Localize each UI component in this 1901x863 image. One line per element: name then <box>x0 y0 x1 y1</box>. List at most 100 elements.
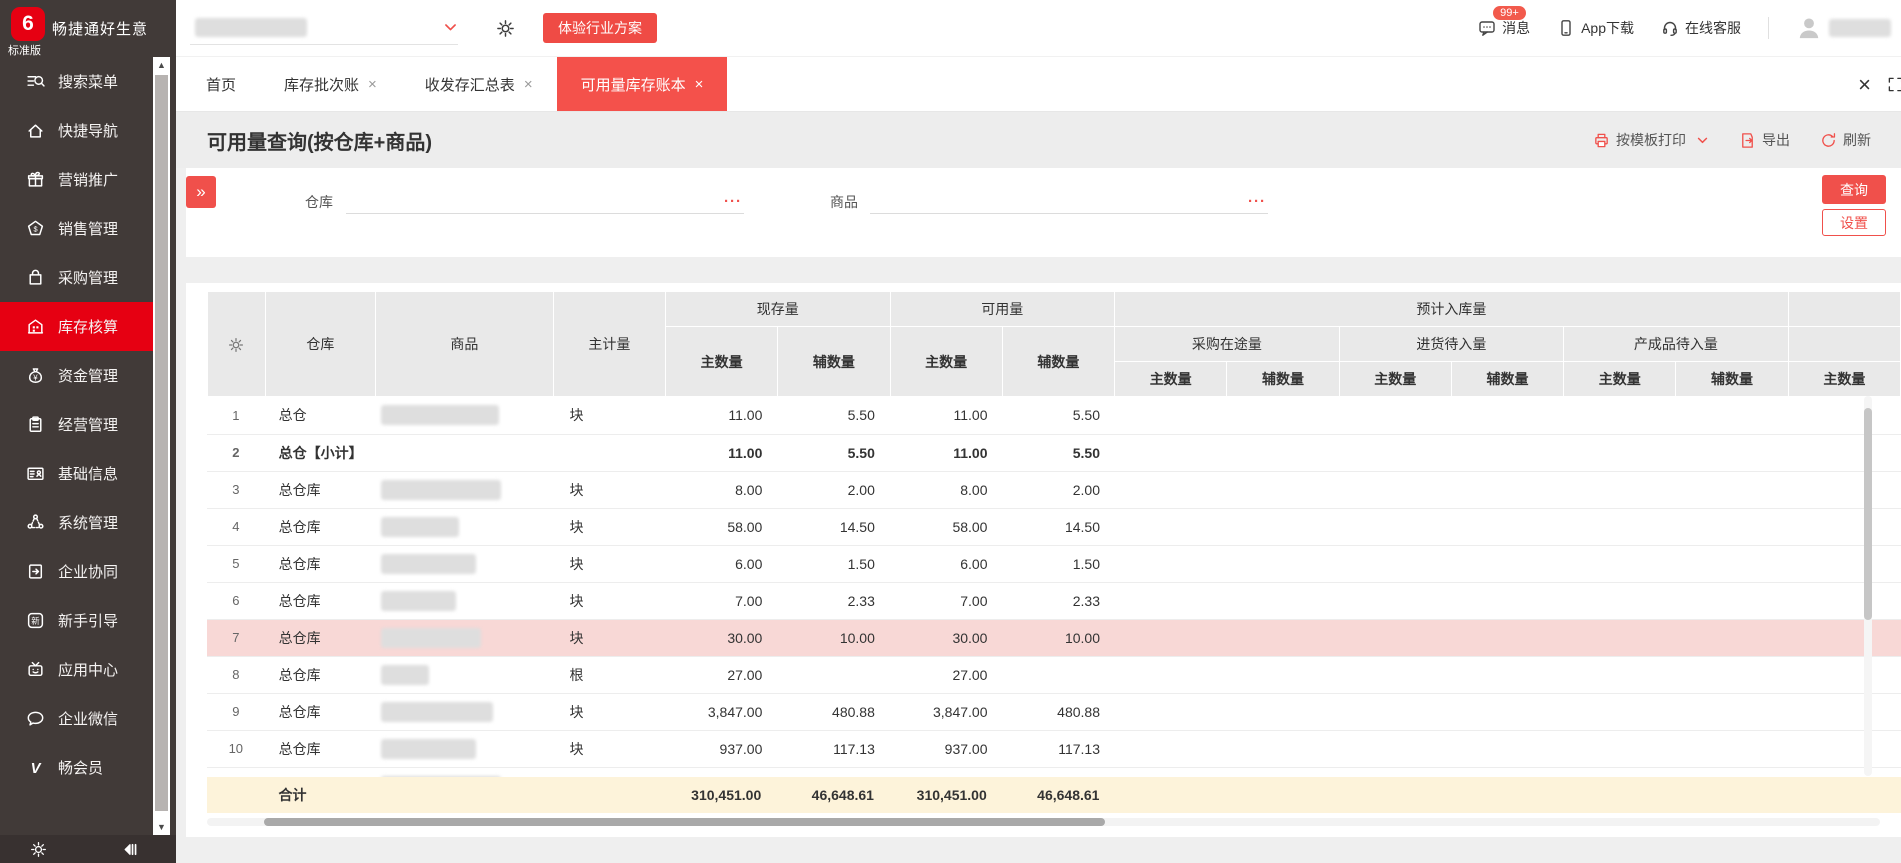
redacted-product-name <box>380 701 493 722</box>
product-cell <box>374 545 554 583</box>
total-quantity-cell <box>1227 777 1340 813</box>
sidebar-item-label: 经营管理 <box>58 417 119 434</box>
tab-0[interactable]: 首页 <box>182 57 260 111</box>
message-bubble-icon <box>1478 19 1496 37</box>
sidebar-item-5[interactable]: 库存核算 <box>0 302 153 351</box>
product-picker-dots-icon[interactable]: ··· <box>1248 193 1266 210</box>
quantity-cell <box>1452 656 1565 694</box>
sidebar-item-10[interactable]: 企业协同 <box>0 547 153 596</box>
sidebar-item-11[interactable]: 新 新手引导 <box>0 596 153 645</box>
collapse-sidebar-icon[interactable] <box>121 841 138 858</box>
redacted-product-name <box>380 590 456 611</box>
trial-industry-plan-button[interactable]: 体验行业方案 <box>543 13 657 43</box>
quantity-cell <box>1788 767 1901 777</box>
column-header: 辅数量 <box>1226 361 1340 397</box>
table-row[interactable]: 5 总仓库块 6.00 1.50 6.00 1.50 <box>207 545 1901 583</box>
quantity-cell <box>1228 656 1341 694</box>
quantity-cell <box>1340 693 1453 731</box>
quantity-cell: 8.00 <box>890 471 1004 509</box>
app-download-label: App下载 <box>1581 20 1634 36</box>
scroll-down-arrow-icon[interactable]: ▼ <box>153 819 170 835</box>
column-settings-gear[interactable] <box>207 291 266 397</box>
tab-1[interactable]: 库存批次账 × <box>260 57 401 111</box>
quantity-cell: 117.13 <box>1003 730 1116 768</box>
user-account[interactable] <box>1796 15 1891 41</box>
sidebar-item-6[interactable]: ¥ 资金管理 <box>0 351 153 400</box>
tab-close-icon[interactable]: × <box>368 75 377 93</box>
toolbar-label: 刷新 <box>1843 132 1871 148</box>
redacted-company-name <box>195 17 307 37</box>
table-row[interactable]: 3 总仓库块 8.00 2.00 8.00 2.00 <box>207 471 1901 509</box>
table-row[interactable]: 9 总仓库块 3,847.00 480.88 3,847.00 480.88 <box>207 693 1901 731</box>
chevron-down-icon[interactable] <box>1696 134 1709 147</box>
product-cell <box>374 767 554 777</box>
warehouse-cell: 总仓库 <box>264 693 375 731</box>
query-button[interactable]: 查询 <box>1822 175 1886 204</box>
warehouse-cell: 总仓库 <box>264 656 375 694</box>
tab-close-icon[interactable]: × <box>523 75 533 93</box>
quantity-cell: 480.88 <box>1003 693 1116 731</box>
table-row[interactable]: 4 总仓库块 58.00 14.50 58.00 14.50 <box>207 508 1901 546</box>
table-row[interactable]: 8 总仓库根 27.00 27.00 <box>207 656 1901 694</box>
sidebar-item-2[interactable]: 营销推广 <box>0 155 153 204</box>
sidebar-item-0[interactable]: 搜索菜单 <box>0 57 153 106</box>
brand-edition-label: 标准版 <box>8 45 41 57</box>
toolbar-printer-button[interactable]: 按模板打印 <box>1593 130 1709 150</box>
warehouse-filter-input[interactable]: ··· <box>346 184 744 214</box>
sidebar-item-8[interactable]: 基础信息 <box>0 449 153 498</box>
quantity-cell: 3,847.00 <box>890 693 1004 731</box>
sidebar-item-label: 企业微信 <box>58 711 119 728</box>
horizontal-scrollbar-thumb[interactable] <box>264 818 1105 826</box>
quantity-cell <box>1788 730 1901 768</box>
horizontal-scrollbar[interactable] <box>207 818 1880 826</box>
sidebar-item-4[interactable]: 采购管理 <box>0 253 153 302</box>
sidebar-item-13[interactable]: 企业微信 <box>0 694 153 743</box>
sidebar-scrollbar-thumb[interactable] <box>155 75 168 811</box>
sidebar-item-9[interactable]: 系统管理 <box>0 498 153 547</box>
main-area: 体验行业方案 消息 99+ App下载 在线客服 <box>176 0 1901 863</box>
fullscreen-icon[interactable] <box>1887 76 1901 93</box>
table-row[interactable]: 1 总仓块 11.00 5.50 11.00 5.50 <box>207 397 1901 435</box>
online-support-button[interactable]: 在线客服 <box>1661 18 1741 38</box>
quantity-cell: 27.00 <box>890 656 1004 694</box>
scroll-up-arrow-icon[interactable]: ▲ <box>153 57 170 73</box>
warehouse-cell: 总仓库 <box>264 619 375 657</box>
tab-label: 可用量库存账本 <box>580 76 686 94</box>
sidebar-item-1[interactable]: 快捷导航 <box>0 106 153 155</box>
app-download-button[interactable]: App下载 <box>1557 18 1634 38</box>
quantity-cell <box>1340 767 1453 777</box>
expand-filters-button[interactable]: » <box>186 176 216 208</box>
company-selector[interactable] <box>190 12 458 45</box>
table-row[interactable]: 6 总仓库块 7.00 2.33 7.00 2.33 <box>207 582 1901 620</box>
product-filter-input[interactable]: ··· <box>870 184 1268 214</box>
toolbar-refresh-button[interactable]: 刷新 <box>1820 130 1871 150</box>
vertical-scrollbar[interactable] <box>1864 396 1872 776</box>
tab-2[interactable]: 收发存汇总表 × <box>401 57 557 111</box>
unit-cell: 块 <box>553 545 666 583</box>
column-header <box>1787 291 1901 327</box>
table-row[interactable]: 7 总仓库块 30.00 10.00 30.00 10.00 <box>207 619 1901 657</box>
sidebar-item-7[interactable]: 经营管理 <box>0 400 153 449</box>
sidebar-item-12[interactable]: 应用中心 <box>0 645 153 694</box>
search-menu-icon <box>26 72 45 91</box>
sidebar-item-3[interactable]: $ 销售管理 <box>0 204 153 253</box>
settings-gear-icon[interactable] <box>30 841 47 858</box>
table-row[interactable]: 2 总仓【小计】 11.00 5.50 11.00 5.50 <box>207 434 1901 472</box>
vertical-scrollbar-thumb[interactable] <box>1864 408 1872 620</box>
quantity-cell <box>1564 508 1677 546</box>
sidebar-item-14[interactable]: V 畅会员 <box>0 743 153 792</box>
gear-icon[interactable] <box>496 19 515 38</box>
sidebar-scrollbar[interactable]: ▲ ▼ <box>153 57 170 835</box>
table-row[interactable]: 10 总仓库块 937.00 117.13 937.00 117.13 <box>207 730 1901 768</box>
tab-close-icon[interactable]: × <box>694 75 704 93</box>
settings-button[interactable]: 设置 <box>1822 209 1886 236</box>
messages-button[interactable]: 消息 99+ <box>1478 5 1530 38</box>
close-icon[interactable]: × <box>1858 71 1871 97</box>
warehouse-picker-dots-icon[interactable]: ··· <box>724 193 742 210</box>
toolbar-export-button[interactable]: 导出 <box>1739 130 1790 150</box>
tab-label: 收发存汇总表 <box>424 76 515 94</box>
unit-cell <box>553 434 666 472</box>
tab-3[interactable]: 可用量库存账本 × <box>556 57 728 111</box>
